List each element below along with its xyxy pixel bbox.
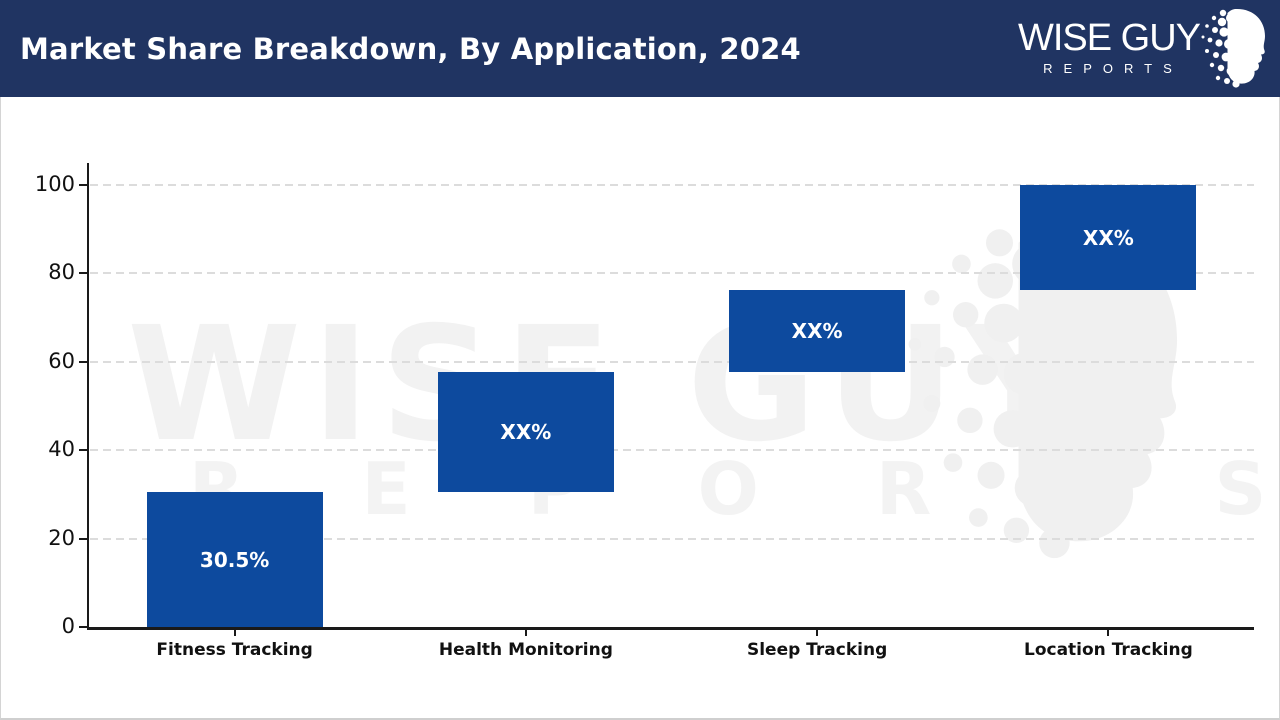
gridline-100 xyxy=(90,184,1254,186)
brand-name: WISE GUY xyxy=(1017,16,1201,59)
bar-fitness-tracking: 30.5% xyxy=(146,492,323,627)
y-tick-40 xyxy=(79,449,88,452)
x-axis-spine xyxy=(87,627,1254,630)
y-tick-label-100: 100 xyxy=(34,172,75,196)
x-label-fitness-tracking: Fitness Tracking xyxy=(156,640,313,660)
bar-value-label: XX% xyxy=(791,318,843,343)
bar-location-tracking: XX% xyxy=(1020,185,1197,291)
y-tick-label-0: 0 xyxy=(61,614,75,638)
header: Market Share Breakdown, By Application, … xyxy=(0,0,1280,97)
gridline-60 xyxy=(90,360,1254,363)
y-tick-label-40: 40 xyxy=(48,437,75,462)
x-tick-3 xyxy=(1107,630,1110,636)
bar-sleep-tracking: XX% xyxy=(729,290,906,372)
waterfall-chart: 30.5% Fitness Tracking XX% Health Monitorin… xyxy=(1,97,1279,718)
y-axis-spine xyxy=(87,163,89,630)
wise-guy-logo-text: WISE GUY REPORTS xyxy=(1017,16,1201,76)
x-label-location-tracking: Location Tracking xyxy=(1023,640,1193,660)
bar-value-label: XX% xyxy=(1082,225,1134,250)
y-tick-100 xyxy=(79,184,88,186)
gridline-20 xyxy=(90,537,1254,540)
y-tick-80 xyxy=(79,272,88,275)
y-tick-label-20: 20 xyxy=(48,525,75,550)
page-title: Market Share Breakdown, By Application, … xyxy=(20,31,801,66)
x-tick-1 xyxy=(524,630,527,636)
y-tick-20 xyxy=(79,537,88,540)
bar-value-label: XX% xyxy=(500,419,552,444)
x-tick-2 xyxy=(816,630,819,636)
y-tick-label-60: 60 xyxy=(48,348,75,373)
x-tick-0 xyxy=(233,630,236,636)
wise-guy-logo: WISE GUY REPORTS xyxy=(1018,3,1274,95)
y-tick-60 xyxy=(79,360,88,363)
brand-subtitle: REPORTS xyxy=(1043,60,1183,76)
y-tick-label-80: 80 xyxy=(48,260,75,285)
gridline-40 xyxy=(90,449,1254,452)
y-tick-0 xyxy=(79,626,88,628)
bar-value-label: 30.5% xyxy=(199,547,270,572)
gridline-80 xyxy=(90,272,1254,275)
x-label-sleep-tracking: Sleep Tracking xyxy=(746,640,888,660)
x-label-health-monitoring: Health Monitoring xyxy=(438,640,613,660)
wise-guy-face-icon xyxy=(1201,8,1265,88)
bar-health-monitoring: XX% xyxy=(437,371,614,493)
chart-area: WISE GUY R E P O R T S 30.5% Fitness Trac… xyxy=(0,97,1280,720)
